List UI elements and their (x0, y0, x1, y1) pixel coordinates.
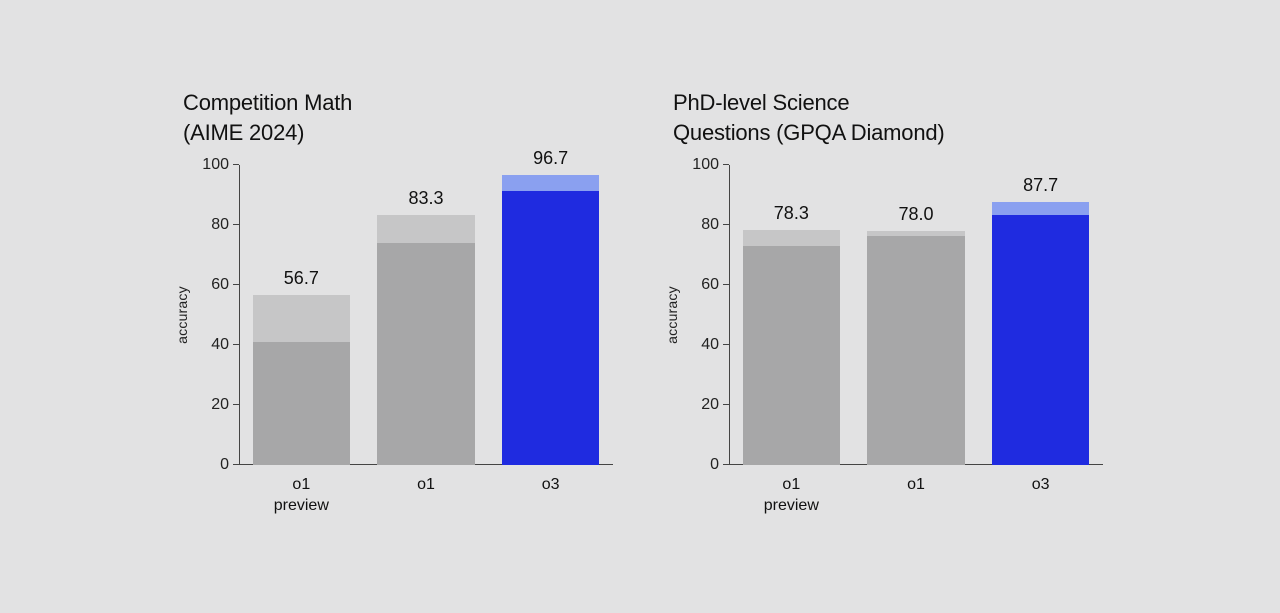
bar-value-label: 56.7 (253, 268, 350, 289)
chart-gpqa: PhD-level ScienceQuestions (GPQA Diamond… (673, 88, 1103, 465)
y-axis-label: accuracy (664, 287, 680, 345)
y-tick-mark (233, 224, 239, 225)
y-tick-mark (723, 404, 729, 405)
bar-base-layer (377, 243, 474, 465)
y-tick-mark (723, 284, 729, 285)
y-tick-mark (723, 224, 729, 225)
y-axis-label: accuracy (174, 287, 190, 345)
category-label: o3 (488, 475, 613, 496)
plot-wrap: accuracy 56.783.396.7 020406080100 o1pre… (183, 165, 613, 465)
y-tick-mark (233, 464, 239, 465)
bar-slot: 78.3 (743, 165, 840, 465)
y-tick-label: 20 (211, 396, 229, 414)
bar-value-label: 96.7 (502, 148, 599, 169)
y-tick-label: 100 (202, 156, 229, 174)
canvas: Competition Math(AIME 2024) accuracy 56.… (0, 0, 1280, 613)
y-tick-label: 20 (701, 396, 719, 414)
bar-slot: 96.7 (502, 165, 599, 465)
bar-slot: 87.7 (992, 165, 1089, 465)
bar-base-layer (502, 191, 599, 466)
chart-aime: Competition Math(AIME 2024) accuracy 56.… (183, 88, 613, 465)
y-tick-mark (233, 284, 239, 285)
bar-slot: 56.7 (253, 165, 350, 465)
category-label: o1preview (239, 475, 364, 517)
y-tick-mark (233, 404, 239, 405)
y-tick-label: 40 (211, 336, 229, 354)
bar-value-label: 78.3 (743, 203, 840, 224)
chart-title: PhD-level ScienceQuestions (GPQA Diamond… (673, 88, 1103, 147)
plot-area: 78.378.087.7 020406080100 (729, 165, 1103, 465)
y-tick-label: 0 (220, 456, 229, 474)
bar-value-label: 78.0 (867, 204, 964, 225)
category-label: o3 (978, 475, 1103, 496)
y-tick-label: 60 (701, 276, 719, 294)
y-tick-label: 100 (692, 156, 719, 174)
plot-wrap: accuracy 78.378.087.7 020406080100 o1pre… (673, 165, 1103, 465)
y-tick-label: 80 (701, 216, 719, 234)
y-tick-label: 40 (701, 336, 719, 354)
category-label: o1preview (729, 475, 854, 517)
bar-slot: 83.3 (377, 165, 474, 465)
category-label: o1 (854, 475, 979, 496)
bar-value-label: 83.3 (377, 188, 474, 209)
y-tick-label: 0 (710, 456, 719, 474)
bars-container: 78.3 78.0 87.7 (729, 165, 1103, 465)
y-tick-mark (233, 344, 239, 345)
y-tick-mark (233, 164, 239, 165)
chart-title: Competition Math(AIME 2024) (183, 88, 613, 147)
bar-base-layer (743, 246, 840, 465)
bar-base-layer (992, 215, 1089, 466)
bars-container: 56.7 83.3 96.7 (239, 165, 613, 465)
category-label: o1 (364, 475, 489, 496)
bar-value-label: 87.7 (992, 175, 1089, 196)
plot-area: 56.783.396.7 020406080100 (239, 165, 613, 465)
bar-base-layer (867, 236, 964, 466)
y-tick-mark (723, 344, 729, 345)
bar-slot: 78.0 (867, 165, 964, 465)
y-tick-label: 80 (211, 216, 229, 234)
y-tick-label: 60 (211, 276, 229, 294)
y-tick-mark (723, 464, 729, 465)
y-tick-mark (723, 164, 729, 165)
bar-base-layer (253, 342, 350, 465)
